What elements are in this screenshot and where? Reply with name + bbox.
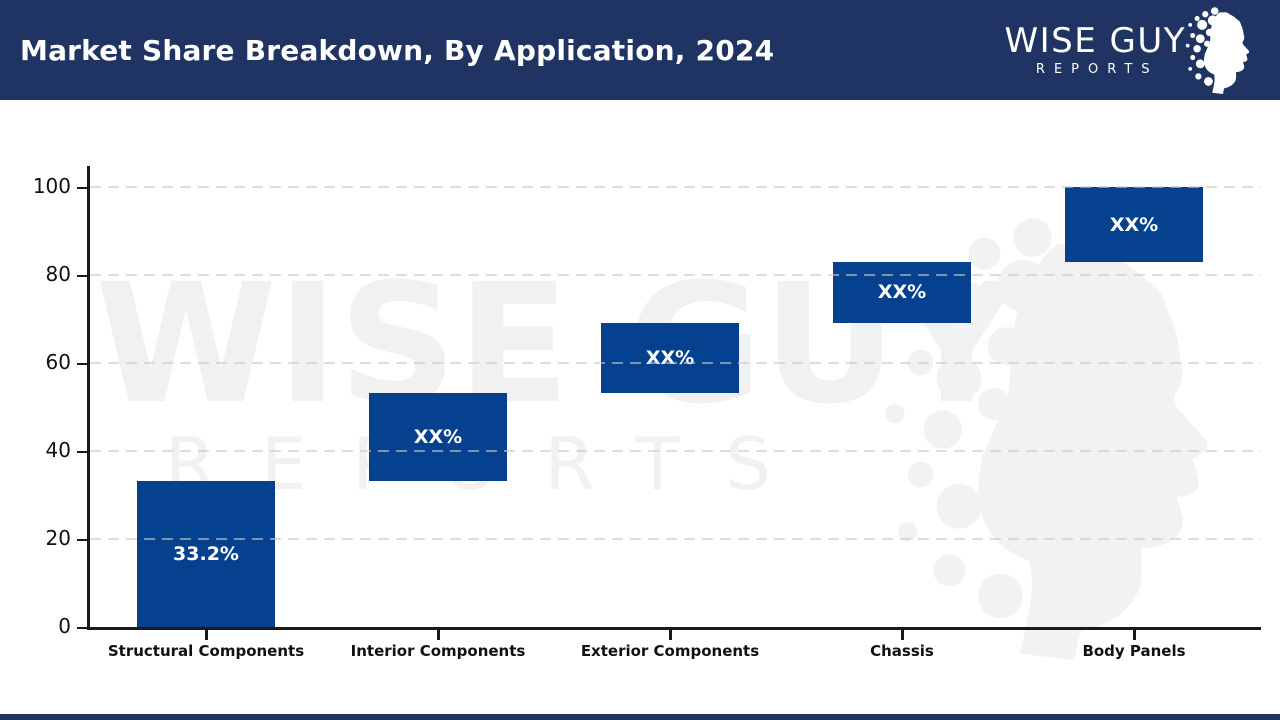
y-axis-line (87, 166, 90, 630)
bar-segment: XX% (833, 262, 971, 323)
y-tick-mark (77, 275, 87, 277)
y-tick-mark (77, 451, 87, 453)
header-bar: Market Share Breakdown, By Application, … (0, 0, 1280, 100)
bar-value-label: 33.2% (173, 542, 239, 565)
bar-value-label: XX% (1109, 213, 1159, 236)
logo-wordmark: WISE GUY REPORTS (1004, 24, 1186, 77)
bar-value-label: XX% (645, 346, 695, 369)
y-tick-mark (77, 363, 87, 365)
category-label: Exterior Components (580, 642, 760, 660)
gridline (90, 274, 1261, 276)
category-label: Body Panels (1082, 642, 1186, 660)
x-axis-line (87, 627, 1261, 630)
y-tick-label: 20 (45, 526, 71, 550)
gridline (90, 450, 1261, 452)
y-tick-label: 40 (45, 438, 71, 462)
x-tick-mark (1132, 630, 1136, 640)
x-tick-mark (204, 630, 208, 640)
brand-logo: WISE GUY REPORTS (1004, 6, 1260, 94)
footer-strip (0, 714, 1280, 720)
x-tick-mark (900, 630, 904, 640)
bar-segment: XX% (369, 392, 507, 481)
bar-segment: XX% (601, 322, 739, 393)
y-tick-mark (77, 627, 87, 629)
x-tick-mark (436, 630, 440, 640)
y-tick-label: 100 (32, 174, 71, 198)
category-label: Chassis (870, 642, 934, 660)
y-tick-mark (77, 539, 87, 541)
y-tick-label: 60 (45, 350, 71, 374)
y-tick-label: 0 (58, 614, 71, 638)
bar-segment: 33.2% (137, 480, 275, 627)
category-label: Structural Components (107, 642, 305, 660)
y-tick-mark (77, 187, 87, 189)
dotted-head-logo-icon (1185, 7, 1250, 94)
x-tick-mark (668, 630, 672, 640)
bar-value-label: XX% (877, 281, 927, 304)
chart-title: Market Share Breakdown, By Application, … (20, 33, 775, 67)
logo-wordmark-line1: WISE GUY (1004, 20, 1186, 61)
category-label: Interior Components (350, 642, 526, 660)
y-tick-label: 80 (45, 262, 71, 286)
bar-segment: XX% (1065, 187, 1203, 263)
bar-value-label: XX% (413, 425, 463, 448)
logo-wordmark-line2: REPORTS (1035, 61, 1159, 77)
